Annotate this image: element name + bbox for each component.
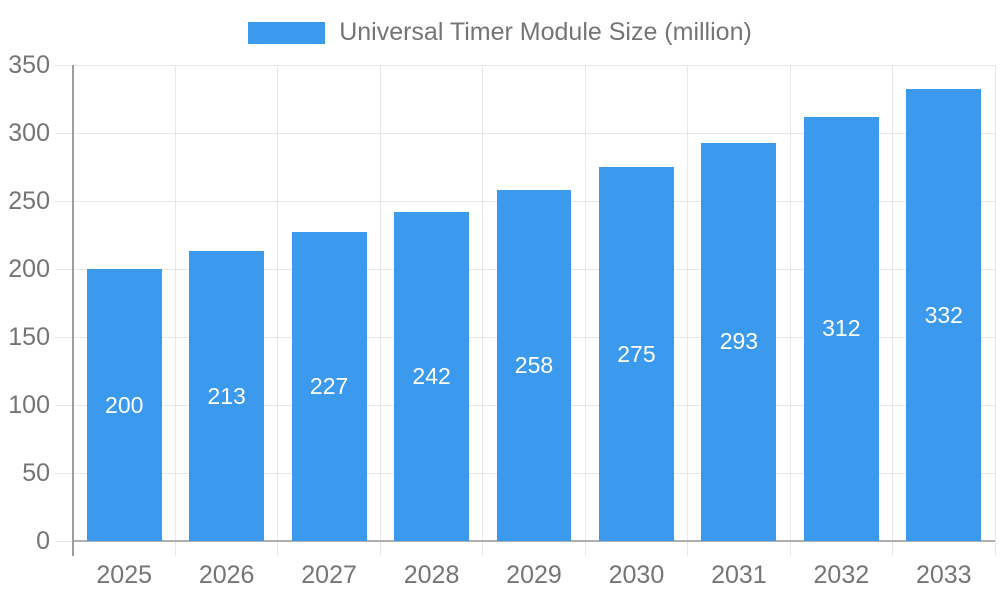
y-gridline [73, 64, 995, 66]
x-gridline [687, 65, 689, 556]
y-tick [55, 404, 73, 406]
legend-swatch [248, 21, 326, 44]
x-axis-label: 2027 [301, 561, 357, 589]
y-axis-label: 50 [22, 459, 50, 487]
bar-value-label: 242 [412, 362, 451, 389]
bar-value-label: 332 [924, 301, 963, 328]
x-gridline [892, 65, 894, 556]
bar-value-label: 213 [207, 382, 246, 409]
bar-value-label: 227 [309, 373, 349, 400]
x-axis-label: 2028 [403, 561, 460, 589]
y-axis-line [72, 65, 74, 556]
y-tick [55, 268, 73, 270]
bar-value-label: 275 [617, 340, 656, 367]
y-tick [55, 336, 73, 338]
y-axis-label: 300 [8, 119, 50, 147]
y-tick [55, 472, 73, 474]
y-axis-label: 150 [8, 323, 50, 351]
legend: Universal Timer Module Size (million) [0, 18, 1000, 47]
x-gridline [277, 65, 279, 556]
bar-value-label: 200 [105, 391, 144, 418]
bar: 312 [803, 116, 879, 541]
bar-value-label: 293 [719, 328, 759, 355]
bar-value-label: 258 [514, 352, 554, 379]
x-gridline [789, 65, 791, 556]
y-axis-label: 100 [8, 391, 50, 419]
bar: 213 [189, 251, 265, 541]
x-axis-label: 2030 [608, 561, 665, 589]
bar: 258 [496, 190, 572, 541]
y-tick [55, 64, 73, 66]
legend-label: Universal Timer Module Size (million) [339, 18, 752, 46]
y-axis-label: 350 [8, 51, 50, 79]
y-gridline [73, 132, 995, 134]
y-axis-label: 0 [36, 527, 50, 555]
x-gridline [379, 65, 381, 556]
bar: 275 [599, 167, 674, 541]
x-axis-label: 2029 [506, 561, 562, 589]
bar-value-label: 312 [822, 315, 861, 342]
x-gridline [584, 65, 586, 556]
plot-area: 0 50 100 150 200 250 300 350 200 213 227 242 258 275 2… [8, 52, 996, 588]
bar: 200 [86, 269, 162, 541]
x-gridline [482, 65, 484, 556]
x-axis-label: 2032 [813, 561, 870, 589]
bar: 332 [906, 89, 982, 541]
x-gridline [994, 65, 996, 556]
y-tick [55, 540, 73, 542]
y-axis-label: 200 [8, 255, 50, 283]
x-axis-label: 2031 [711, 561, 767, 589]
y-axis-label: 250 [8, 187, 50, 215]
y-tick [55, 200, 73, 202]
bar: 293 [701, 142, 777, 541]
x-axis-line [73, 540, 995, 542]
x-axis-label: 2033 [915, 561, 972, 589]
y-tick [55, 132, 73, 134]
bar: 227 [291, 232, 367, 541]
bar: 242 [394, 211, 469, 541]
x-axis-label: 2025 [96, 561, 153, 589]
x-gridline [174, 65, 176, 556]
x-axis-label: 2026 [198, 561, 255, 589]
